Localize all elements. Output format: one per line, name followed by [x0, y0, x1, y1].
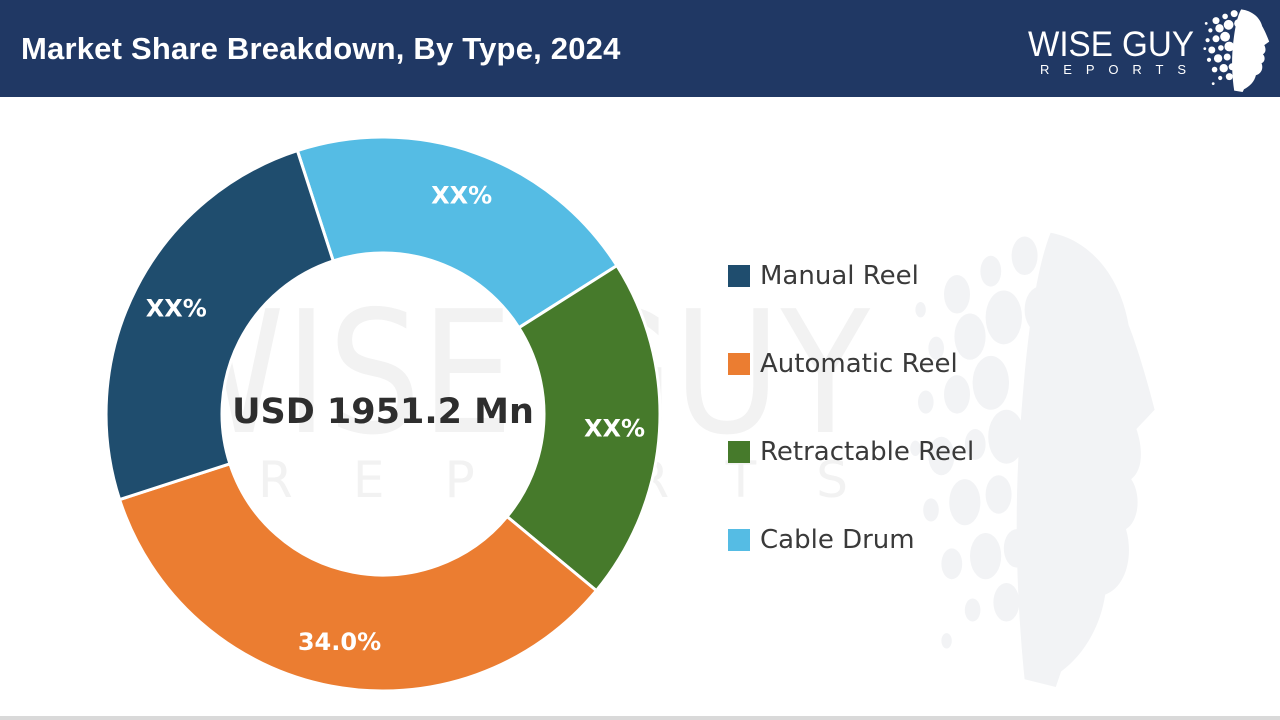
donut-slices	[104, 135, 662, 693]
bottom-strip	[0, 716, 1280, 720]
slice-percentage-label: XX%	[431, 182, 492, 210]
logo-text-reports: REPORTS	[1040, 62, 1186, 77]
slice-retractable-reel	[505, 264, 662, 593]
legend-swatch-manual-reel	[728, 265, 750, 287]
page-title: Market Share Breakdown, By Type, 2024	[21, 30, 621, 66]
legend-item-manual-reel: Manual Reel	[728, 261, 974, 291]
legend-item-cable-drum: Cable Drum	[728, 525, 974, 555]
legend-label: Cable Drum	[760, 525, 915, 555]
donut-center-value: USD 1951.2 Mn	[232, 392, 534, 432]
legend-label: Manual Reel	[760, 261, 919, 291]
slice-labels: XX% XX% 34.0% XX%	[146, 182, 645, 656]
legend-item-automatic-reel: Automatic Reel	[728, 349, 974, 379]
logo-face-icon	[1203, 8, 1270, 92]
legend-item-retractable-reel: Retractable Reel	[728, 437, 975, 467]
legend: Manual Reel Automatic Reel Retractable R…	[728, 261, 975, 616]
legend-swatch-retractable-reel	[728, 441, 750, 463]
logo-text-wiseguy: WISE GUY	[1028, 25, 1194, 64]
slice-percentage-label: XX%	[584, 415, 645, 443]
wise-guy-logo: WISE GUY REPORTS	[1028, 8, 1270, 92]
legend-label: Automatic Reel	[760, 349, 958, 379]
legend-swatch-cable-drum	[728, 529, 750, 551]
legend-swatch-automatic-reel	[728, 353, 750, 375]
header-bar: Market Share Breakdown, By Type, 2024 WI…	[0, 0, 1280, 97]
slice-manual-reel	[104, 149, 335, 502]
slice-cable-drum	[295, 135, 619, 330]
slice-percentage-label: 34.0%	[298, 628, 381, 656]
slice-automatic-reel	[118, 462, 598, 693]
slice-percentage-label: XX%	[146, 295, 207, 323]
legend-label: Retractable Reel	[760, 437, 975, 467]
